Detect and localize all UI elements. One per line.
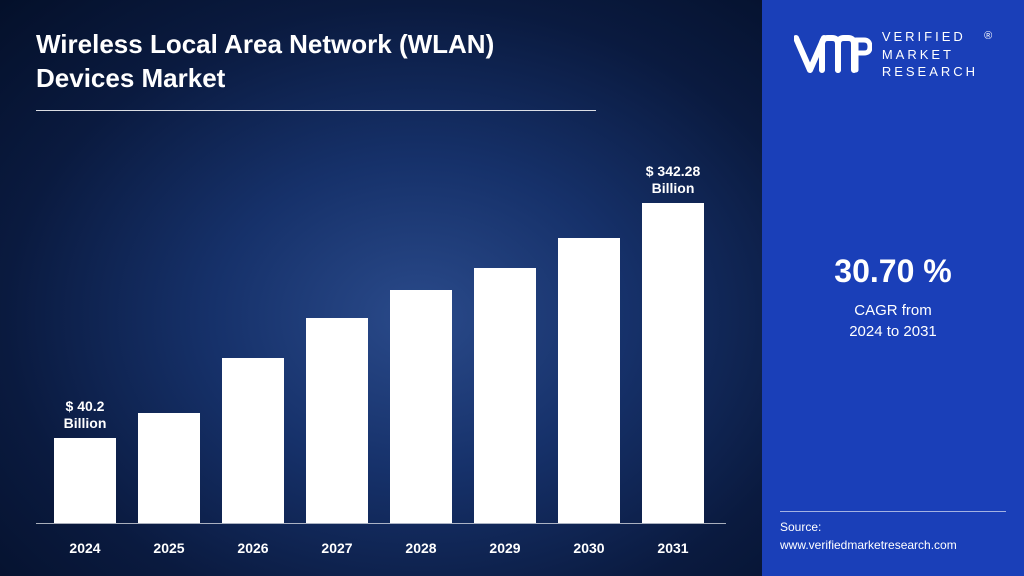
x-axis-label: 2031 — [642, 540, 704, 556]
source-divider — [780, 511, 1006, 512]
x-axis-label: 2025 — [138, 540, 200, 556]
vmr-logo-icon — [794, 32, 872, 76]
x-axis-label: 2026 — [222, 540, 284, 556]
source-url: www.verifiedmarketresearch.com — [780, 536, 1006, 554]
bar — [558, 238, 620, 523]
chart-title: Wireless Local Area Network (WLAN) Devic… — [36, 28, 586, 96]
bar-group: $ 342.28 Billion — [642, 203, 704, 523]
brand-panel: VERIFIED MARKET RESEARCH ® 30.70 % CAGR … — [762, 0, 1024, 576]
title-underline — [36, 110, 596, 111]
x-axis-label: 2028 — [390, 540, 452, 556]
bar-value-label: $ 342.28 Billion — [646, 163, 701, 197]
cagr-value: 30.70 % — [834, 253, 951, 290]
chart-panel: Wireless Local Area Network (WLAN) Devic… — [0, 0, 762, 576]
cagr-label: CAGR from 2024 to 2031 — [834, 300, 951, 342]
bar — [54, 438, 116, 523]
bar — [390, 290, 452, 523]
bar-group — [138, 413, 200, 523]
bar-group — [390, 290, 452, 523]
bar — [138, 413, 200, 523]
x-axis-label: 2024 — [54, 540, 116, 556]
bar-group — [222, 358, 284, 523]
bar-value-label: $ 40.2 Billion — [64, 398, 107, 432]
cagr-label-line: 2024 to 2031 — [834, 321, 951, 342]
brand-text: VERIFIED MARKET RESEARCH — [882, 28, 978, 81]
x-axis: 2024 2025 2026 2027 2028 2029 2030 2031 — [36, 540, 726, 556]
bar-group — [558, 238, 620, 523]
bar — [222, 358, 284, 523]
bars-container: $ 40.2 Billion — [36, 169, 726, 524]
cagr-block: 30.70 % CAGR from 2024 to 2031 — [834, 253, 951, 342]
bar — [306, 318, 368, 523]
x-axis-label: 2029 — [474, 540, 536, 556]
brand-logo: VERIFIED MARKET RESEARCH ® — [794, 28, 992, 81]
bar — [474, 268, 536, 523]
cagr-label-line: CAGR from — [834, 300, 951, 321]
bar-chart: $ 40.2 Billion — [36, 156, 726, 556]
x-axis-label: 2030 — [558, 540, 620, 556]
registered-mark-icon: ® — [984, 30, 992, 42]
source-label: Source: — [780, 518, 1006, 536]
x-axis-label: 2027 — [306, 540, 368, 556]
brand-line: MARKET — [882, 46, 978, 64]
brand-line: VERIFIED — [882, 28, 978, 46]
bar — [642, 203, 704, 523]
bar-group: $ 40.2 Billion — [54, 438, 116, 523]
bar-group — [474, 268, 536, 523]
bar-group — [306, 318, 368, 523]
brand-line: RESEARCH — [882, 63, 978, 81]
source-block: Source: www.verifiedmarketresearch.com — [780, 511, 1006, 554]
